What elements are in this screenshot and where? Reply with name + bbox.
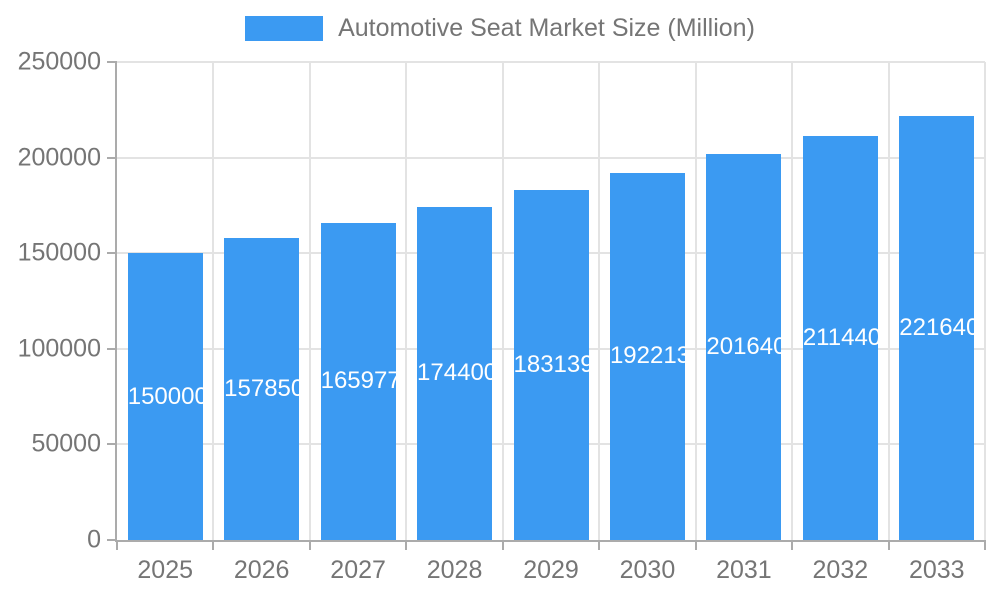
v-gridline <box>598 62 601 540</box>
x-axis-label: 2028 <box>426 556 483 584</box>
legend-swatch <box>245 16 324 41</box>
x-axis-label: 2026 <box>233 556 290 584</box>
x-axis-tick <box>308 540 311 550</box>
x-axis-tick <box>887 540 890 550</box>
bar-value-label: 211440 <box>802 323 878 351</box>
bar-value-label: 174400 <box>417 359 493 387</box>
bar <box>802 135 878 540</box>
y-axis-tick <box>107 539 117 541</box>
y-axis-label: 50000 <box>31 429 101 458</box>
h-gridline <box>117 156 985 159</box>
x-axis-tick <box>116 540 118 550</box>
bar-value-label: 150000 <box>127 382 203 410</box>
v-gridline <box>212 62 215 540</box>
bar <box>609 172 685 540</box>
y-axis-label: 0 <box>87 525 101 554</box>
bar-value-label: 192213 <box>609 342 685 370</box>
x-axis-tick <box>598 540 601 550</box>
bar <box>513 189 589 540</box>
bar-value-label: 165977 <box>320 367 396 395</box>
x-axis-tick <box>984 540 986 550</box>
x-axis-label: 2027 <box>330 556 386 584</box>
bar <box>127 253 203 540</box>
v-gridline <box>694 62 697 540</box>
bar <box>320 222 396 540</box>
x-axis-label: 2031 <box>716 556 772 584</box>
plot-area: 0 50000 100000 150000 200000 250000 2025 2026 20… <box>18 48 986 584</box>
bar-value-label: 201640 <box>706 333 782 361</box>
y-axis-tick <box>107 156 117 159</box>
x-axis-tick <box>694 540 697 550</box>
y-axis-tick <box>107 252 117 255</box>
x-axis-label: 2033 <box>908 556 965 584</box>
v-gridline <box>887 62 890 540</box>
y-axis-label: 200000 <box>17 143 101 172</box>
v-gridline <box>308 62 311 540</box>
y-axis-label: 150000 <box>17 238 101 267</box>
legend-label: Automotive Seat Market Size (Million) <box>338 14 755 42</box>
v-gridline <box>405 62 408 540</box>
bar-value-label: 221640 <box>899 314 975 342</box>
x-axis-label: 2029 <box>523 556 579 584</box>
y-axis-label: 100000 <box>17 334 101 363</box>
v-gridline <box>501 62 504 540</box>
y-axis-tick <box>107 61 117 63</box>
bar <box>224 238 300 540</box>
x-axis-label: 2032 <box>812 556 869 584</box>
bar <box>417 206 493 540</box>
y-axis-tick <box>107 443 117 446</box>
x-axis-tick <box>791 540 794 550</box>
v-gridline <box>791 62 794 540</box>
x-axis-label: 2030 <box>619 556 676 584</box>
bar-value-label: 183139 <box>513 350 589 378</box>
y-axis-label: 250000 <box>17 47 101 76</box>
legend: Automotive Seat Market Size (Million) <box>0 14 1000 43</box>
v-gridline <box>984 62 986 540</box>
x-axis-label: 2025 <box>137 556 194 584</box>
x-axis-tick <box>212 540 215 550</box>
x-axis-tick <box>501 540 504 550</box>
bar <box>706 154 782 540</box>
y-axis-tick <box>107 347 117 350</box>
x-axis-tick <box>405 540 408 550</box>
bar <box>899 116 975 540</box>
h-gridline <box>117 61 985 63</box>
bar-value-label: 157850 <box>224 375 300 403</box>
